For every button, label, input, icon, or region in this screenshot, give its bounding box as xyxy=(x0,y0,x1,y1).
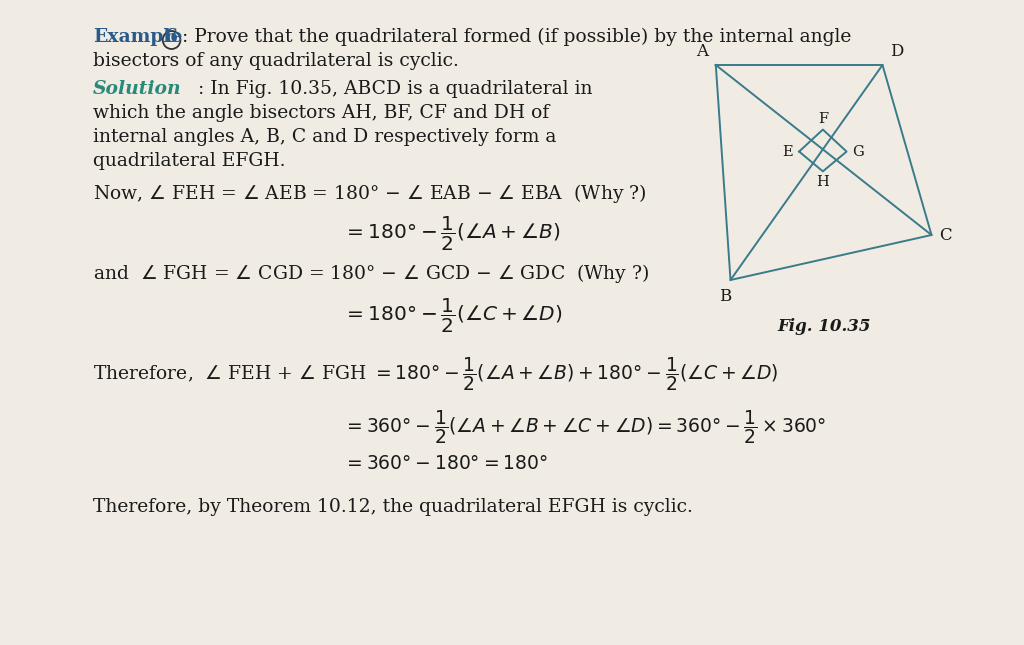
Text: Fig. 10.35: Fig. 10.35 xyxy=(777,318,870,335)
Text: : Prove that the quadrilateral formed (if possible) by the internal angle: : Prove that the quadrilateral formed (i… xyxy=(182,28,852,46)
Text: internal angles A, B, C and D respectively form a: internal angles A, B, C and D respective… xyxy=(93,128,556,146)
Text: $= 360° - \dfrac{1}{2}(\angle A + \angle B + \angle C + \angle D) = 360° - \dfra: $= 360° - \dfrac{1}{2}(\angle A + \angle… xyxy=(343,408,826,446)
Text: and  $\angle$ FGH = $\angle$ CGD = 180° $-$ $\angle$ GCD $-$ $\angle$ GDC  (Why : and $\angle$ FGH = $\angle$ CGD = 180° $… xyxy=(93,262,649,285)
Text: which the angle bisectors AH, BF, CF and DH of: which the angle bisectors AH, BF, CF and… xyxy=(93,104,550,122)
Text: 6: 6 xyxy=(165,28,178,46)
Text: E: E xyxy=(782,144,794,159)
Text: Solution: Solution xyxy=(93,80,182,98)
Text: G: G xyxy=(852,144,864,159)
Text: $= 180° - \dfrac{1}{2}$$(\angle A + \angle B)$: $= 180° - \dfrac{1}{2}$$(\angle A + \ang… xyxy=(343,215,561,253)
Text: Therefore, by Theorem 10.12, the quadrilateral EFGH is cyclic.: Therefore, by Theorem 10.12, the quadril… xyxy=(93,498,693,516)
Text: H: H xyxy=(816,175,829,190)
Text: : In Fig. 10.35, ABCD is a quadrilateral in: : In Fig. 10.35, ABCD is a quadrilateral… xyxy=(198,80,593,98)
Text: Now, $\angle$ FEH = $\angle$ AEB = 180° $-$ $\angle$ EAB $-$ $\angle$ EBA  (Why : Now, $\angle$ FEH = $\angle$ AEB = 180° … xyxy=(93,182,647,205)
Text: B: B xyxy=(720,288,732,305)
Text: F: F xyxy=(818,112,828,126)
Text: $= 360° - 180° = 180°$: $= 360° - 180° = 180°$ xyxy=(343,455,548,473)
Text: $= 180° - \dfrac{1}{2}$$(\angle C + \angle D)$: $= 180° - \dfrac{1}{2}$$(\angle C + \ang… xyxy=(343,297,563,335)
Text: D: D xyxy=(890,43,904,60)
Text: C: C xyxy=(939,226,952,244)
Text: Example: Example xyxy=(93,28,182,46)
Text: A: A xyxy=(696,43,708,60)
Text: quadrilateral EFGH.: quadrilateral EFGH. xyxy=(93,152,286,170)
Text: Therefore,  $\angle$ FEH + $\angle$ FGH $= 180° - \dfrac{1}{2}(\angle A + \angle: Therefore, $\angle$ FEH + $\angle$ FGH $… xyxy=(93,355,778,393)
Text: bisectors of any quadrilateral is cyclic.: bisectors of any quadrilateral is cyclic… xyxy=(93,52,459,70)
